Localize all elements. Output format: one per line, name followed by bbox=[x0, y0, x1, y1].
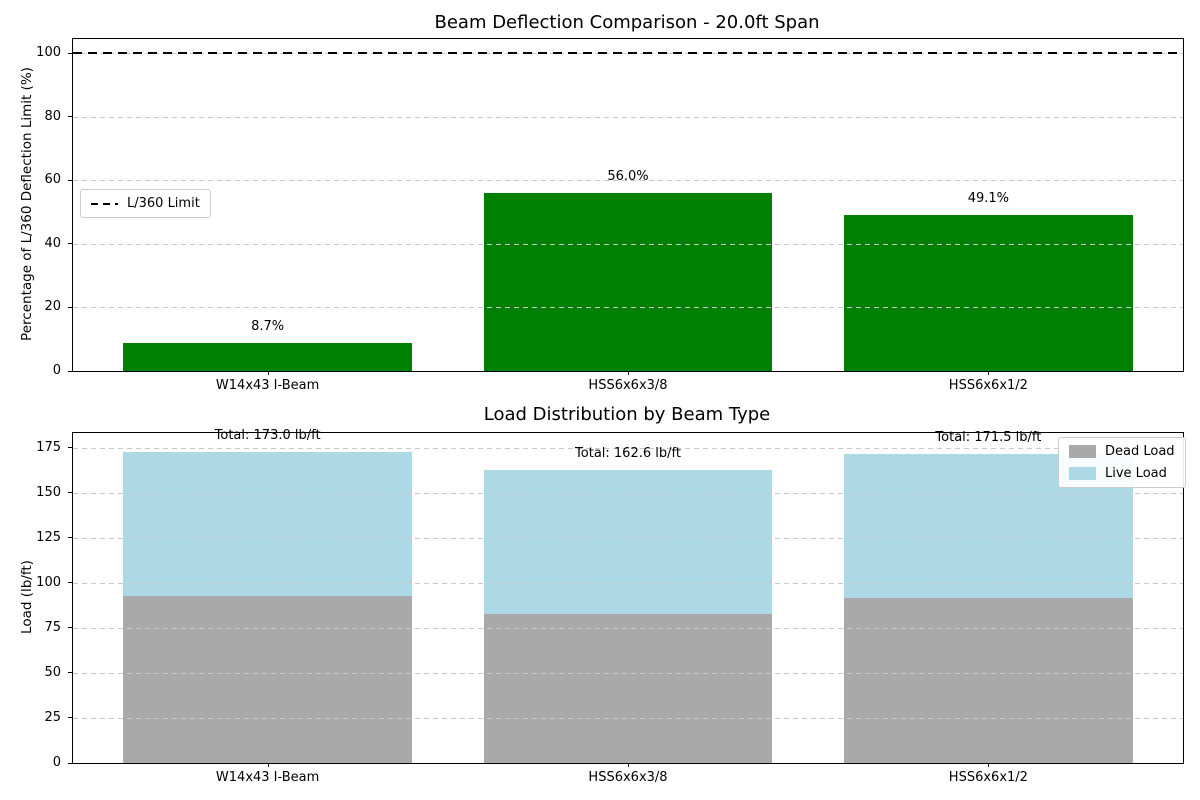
y-tick-mark bbox=[68, 492, 72, 494]
legend-label: L/360 Limit bbox=[127, 196, 200, 211]
bar-segment-live-load-w14x43-i-beam bbox=[123, 451, 412, 596]
y-tick-mark bbox=[68, 116, 72, 118]
bar-segment-live-load-hss6x6x3-8 bbox=[483, 470, 773, 615]
gridline bbox=[73, 717, 1183, 719]
y-tick-mark bbox=[68, 306, 72, 308]
bar-value-label-hss6x6x3-8: 56.0% bbox=[607, 169, 649, 185]
legend-entry-live-load: Live Load bbox=[1069, 466, 1175, 481]
y-tick-mark bbox=[68, 52, 72, 54]
y-tick-label: 80 bbox=[44, 108, 61, 124]
bar-value-label-hss6x6x1-2: 49.1% bbox=[967, 191, 1010, 206]
limit-line bbox=[73, 52, 1183, 55]
bar-hss6x6x1-2 bbox=[844, 215, 1133, 371]
y-tick-label: 60 bbox=[44, 172, 61, 188]
gridline bbox=[73, 582, 1183, 584]
x-tick-label-w14x43-i-beam: W14x43 I-Beam bbox=[215, 378, 320, 393]
x-tick-label-w14x43-i-beam: W14x43 I-Beam bbox=[215, 770, 320, 785]
y-tick-label: 0 bbox=[52, 363, 61, 378]
y-tick-label: 20 bbox=[44, 299, 61, 315]
y-tick-label: 0 bbox=[52, 755, 61, 770]
y-tick-label: 175 bbox=[36, 439, 61, 455]
total-label-hss6x6x3-8: Total: 162.6 lb/ft bbox=[575, 446, 681, 462]
y-tick-mark bbox=[68, 672, 72, 674]
gridline bbox=[73, 492, 1183, 494]
gridline bbox=[73, 243, 1183, 245]
deflection-plot-area: 0 20 40 60 80 100 W14x43 I-Beam 8.7% HSS6x6x3/8 5… bbox=[36, 38, 1184, 393]
x-tick-label-hss6x6x1-2: HSS6x6x1/2 bbox=[948, 770, 1028, 785]
x-tick-label-hss6x6x3-8: HSS6x6x3/8 bbox=[588, 378, 668, 393]
bar-w14x43-i-beam bbox=[123, 343, 412, 371]
y-tick-label: 75 bbox=[44, 619, 61, 635]
dashed-line-swatch bbox=[91, 202, 118, 205]
legend-entry-dead-load: Dead Load bbox=[1069, 444, 1175, 459]
y-tick-label: 25 bbox=[44, 709, 61, 725]
bar-segment-dead-load-hss6x6x3-8 bbox=[483, 614, 773, 763]
y-tick-mark bbox=[68, 370, 72, 372]
y-tick-label: 125 bbox=[36, 529, 61, 545]
y-tick-mark bbox=[68, 717, 72, 719]
gridline bbox=[73, 672, 1183, 674]
bar-segment-dead-load-hss6x6x1-2 bbox=[844, 598, 1133, 763]
gridline bbox=[73, 116, 1183, 118]
total-label-hss6x6x1-2: Total: 171.5 lb/ft bbox=[935, 430, 1042, 446]
bar-hss6x6x3-8 bbox=[483, 193, 773, 371]
x-tick-label-hss6x6x1-2: HSS6x6x1/2 bbox=[948, 378, 1028, 393]
x-tick-mark bbox=[988, 371, 990, 375]
legend-label: Live Load bbox=[1105, 466, 1167, 481]
x-tick-mark bbox=[267, 371, 269, 375]
deflection-chart-title: Beam Deflection Comparison - 20.0ft Span bbox=[434, 12, 820, 33]
y-tick-label: 100 bbox=[36, 574, 61, 590]
y-tick-label: 150 bbox=[36, 484, 61, 500]
legend-entry-l360-limit: L/360 Limit bbox=[91, 196, 200, 211]
load-legend: Dead Load Live Load bbox=[1058, 437, 1186, 488]
y-tick-label: 50 bbox=[44, 664, 61, 680]
y-tick-mark bbox=[68, 243, 72, 245]
gridline bbox=[73, 180, 1183, 182]
x-tick-mark bbox=[628, 371, 629, 375]
load-chart-title: Load Distribution by Beam Type bbox=[483, 404, 771, 425]
bar-segment-dead-load-w14x43-i-beam bbox=[123, 595, 412, 763]
y-tick-mark bbox=[68, 537, 72, 539]
y-tick-mark bbox=[68, 447, 72, 449]
y-tick-label: 100 bbox=[36, 45, 61, 61]
x-tick-label-hss6x6x3-8: HSS6x6x3/8 bbox=[588, 770, 668, 785]
gridline bbox=[73, 627, 1183, 629]
gridline bbox=[73, 307, 1183, 309]
total-label-w14x43-i-beam: Total: 173.0 lb/ft bbox=[214, 427, 321, 443]
gridline bbox=[73, 537, 1183, 539]
y-tick-mark bbox=[68, 627, 72, 629]
y-tick-mark bbox=[68, 179, 72, 181]
x-tick-mark bbox=[267, 763, 269, 767]
load-plot-area: 0 25 50 75 100 125 150 175 W14x43 I-Beam Total: 1… bbox=[36, 428, 1184, 785]
gridline bbox=[73, 447, 1183, 449]
y-tick-mark bbox=[68, 762, 72, 764]
deflection-legend: L/360 Limit bbox=[80, 189, 211, 218]
live-load-swatch bbox=[1069, 467, 1096, 480]
x-tick-mark bbox=[628, 763, 629, 767]
dead-load-swatch bbox=[1069, 445, 1096, 458]
bar-value-label-w14x43-i-beam: 8.7% bbox=[251, 319, 285, 335]
legend-label: Dead Load bbox=[1105, 444, 1175, 459]
y-tick-mark bbox=[68, 582, 72, 584]
y-tick-label: 40 bbox=[44, 235, 61, 251]
x-tick-mark bbox=[988, 763, 990, 767]
